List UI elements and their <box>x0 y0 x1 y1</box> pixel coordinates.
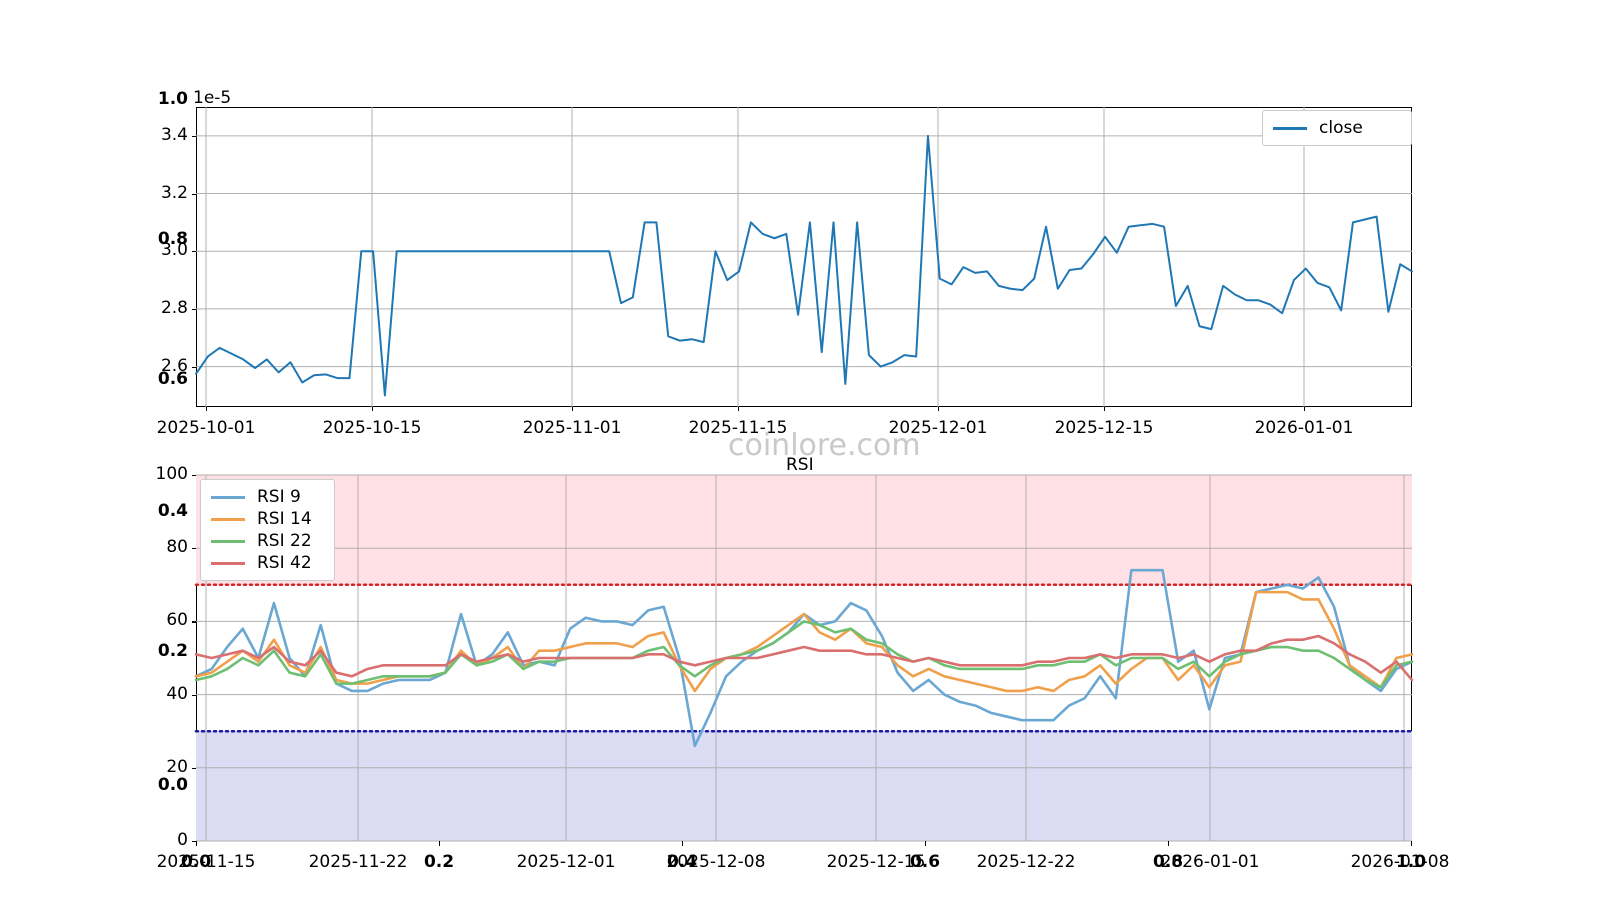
rsi-x-tick-mark <box>439 841 441 846</box>
price-x-tick-label: 2025-10-01 <box>156 418 256 438</box>
price-y-tick-label-overlay: 0.8 <box>157 229 188 249</box>
rsi-legend-item[interactable]: RSI 14 <box>211 508 324 530</box>
price-legend-label: close <box>1319 118 1363 138</box>
rsi-x-tick-label-overlay: 0.2 <box>423 852 455 872</box>
rsi-y-tick-label-overlay: 0.0 <box>157 775 188 795</box>
legend-swatch-line-icon <box>211 561 245 565</box>
rsi-x-tick-label-overlay: 0.4 <box>666 852 698 872</box>
price-close-line <box>195 134 1413 397</box>
oversold-band <box>196 731 1412 841</box>
rsi-panel-title: RSI <box>786 455 814 475</box>
rsi-y-tick-mark <box>192 548 196 550</box>
price-x-tick-label: 2025-11-01 <box>522 418 622 438</box>
rsi-x-tick-label-overlay: 1.0 <box>1395 852 1427 872</box>
price-y-tick-label-overlay: 1.0 <box>157 89 188 109</box>
price-chart-panel: 1e-5 2.6 2.8 3.0 3.2 3.4 0.6 0.8 1.0 2025-10-0… <box>156 88 1413 438</box>
price-y-tick-mark <box>192 251 196 253</box>
price-x-tick-mark <box>1304 407 1306 411</box>
price-y-tick-label: 3.4 <box>160 124 188 145</box>
rsi-y-tick-label: 40 <box>166 683 188 704</box>
rsi-legend[interactable]: RSI 9 RSI 14 RSI 22 RSI 42 <box>200 479 335 581</box>
rsi-series-line-0 <box>194 568 1414 748</box>
price-y-tick-label: 3.0 <box>160 240 188 261</box>
rsi-legend-label: RSI 9 <box>257 487 301 507</box>
rsi-x-tick-mark <box>1168 841 1170 846</box>
rsi-x-tick-label: 2025-12-08 <box>666 852 766 872</box>
rsi-x-tick-mark <box>1411 841 1413 846</box>
price-legend[interactable]: close <box>1262 110 1412 146</box>
price-x-tick-label: 2025-12-01 <box>888 418 988 438</box>
price-y-tick-mark <box>192 366 196 368</box>
price-x-tick-mark <box>572 407 574 411</box>
rsi-series-line-3 <box>194 634 1414 682</box>
legend-swatch-line-icon <box>211 517 245 521</box>
rsi-y-tick-mark <box>192 767 196 769</box>
rsi-x-tick-label: 2025-12-15 <box>826 852 926 872</box>
price-y-tick-mark <box>192 308 196 311</box>
price-y-tick-mark <box>192 193 196 195</box>
price-x-tick-label: 2025-10-15 <box>322 418 422 438</box>
price-x-tick-mark <box>372 407 374 411</box>
watermark: coinlore.com <box>728 428 921 463</box>
legend-swatch-line-icon <box>211 495 245 499</box>
price-y-tick-label-overlay: 0.6 <box>157 369 188 389</box>
price-x-tick-mark <box>938 407 940 411</box>
rsi-y-tick-mark <box>192 621 196 623</box>
rsi-x-tick-label: 2025-11-22 <box>308 852 408 872</box>
rsi-series-svg <box>194 474 1414 842</box>
rsi-x-tick-label-overlay: 0.6 <box>909 852 941 872</box>
overbought-band <box>196 475 1412 585</box>
price-x-tick-label: 2026-01-01 <box>1254 418 1354 438</box>
rsi-x-tick-mark <box>682 841 684 846</box>
rsi-x-tick-mark <box>196 841 198 846</box>
rsi-x-tick-mark <box>925 841 927 846</box>
rsi-x-tick-label: 2026-01-08 <box>1350 852 1450 872</box>
rsi-y-tick-label-overlay: 0.2 <box>157 641 188 661</box>
rsi-legend-item[interactable]: RSI 22 <box>211 530 324 552</box>
price-y-tick-mark <box>192 135 196 138</box>
rsi-y-tick-label: 60 <box>166 610 188 631</box>
rsi-x-tick-label: 2025-12-01 <box>516 852 616 872</box>
price-legend-item[interactable]: close <box>1273 117 1401 139</box>
price-x-tick-label: 2025-12-15 <box>1054 418 1154 438</box>
rsi-x-tick-label: 2026-01-01 <box>1160 852 1260 872</box>
price-x-tick-mark <box>738 407 740 411</box>
price-series-svg <box>195 107 1413 407</box>
price-y-tick-label: 2.6 <box>160 355 188 376</box>
rsi-legend-label: RSI 14 <box>257 509 312 529</box>
rsi-y-tick-label-overlay: 0.4 <box>157 501 188 521</box>
rsi-chart-panel: RSI 0 20 40 60 80 100 0.0 0.2 0.4 2025-11-15 202… <box>0 455 1600 900</box>
price-plot-area <box>196 107 1412 407</box>
legend-swatch-line-icon <box>211 539 245 543</box>
rsi-y-tick-label: 100 <box>155 464 188 484</box>
rsi-x-tick-label-overlay: 0.8 <box>1152 852 1184 872</box>
price-y-tick-label: 2.8 <box>160 297 188 318</box>
rsi-series-line-2 <box>194 620 1414 689</box>
rsi-legend-label: RSI 22 <box>257 531 312 551</box>
rsi-y-tick-label: 20 <box>166 756 188 777</box>
rsi-legend-item[interactable]: RSI 42 <box>211 552 324 574</box>
rsi-legend-label: RSI 42 <box>257 553 312 573</box>
price-y-tick-label: 3.2 <box>160 182 188 203</box>
rsi-y-tick-label: 0 <box>177 830 188 850</box>
price-x-tick-mark <box>1104 407 1106 411</box>
rsi-y-tick-mark <box>192 694 196 696</box>
y-axis-offset-label: 1e-5 <box>193 88 232 108</box>
rsi-x-tick-label: 2025-12-22 <box>976 852 1076 872</box>
rsi-x-tick-label: 2025-11-15 <box>156 852 256 872</box>
rsi-y-tick-mark <box>192 841 196 843</box>
rsi-y-tick-label: 80 <box>166 537 188 558</box>
price-x-tick-mark <box>206 407 208 411</box>
price-x-tick-label: 2025-11-15 <box>688 418 788 438</box>
rsi-legend-item[interactable]: RSI 9 <box>211 486 324 508</box>
legend-swatch-line-icon <box>1273 126 1307 130</box>
rsi-x-tick-label-overlay: 0.0 <box>180 852 212 872</box>
rsi-y-tick-mark <box>192 475 196 477</box>
